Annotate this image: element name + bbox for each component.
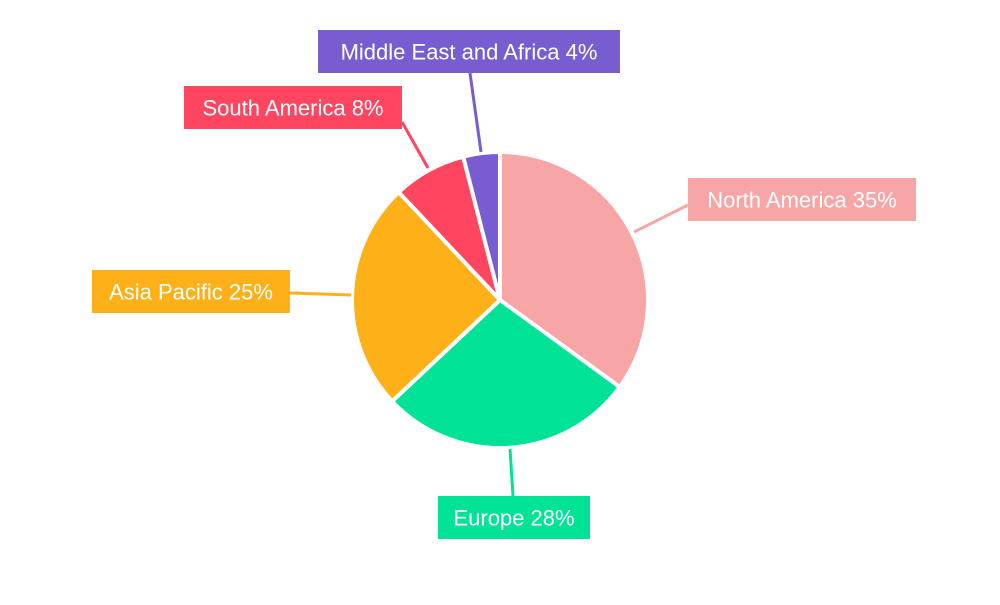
pie-slice-middle-east-and-africa[interactable]	[461, 150, 502, 302]
data-label-text: South America 8%	[203, 96, 384, 121]
data-label-text: Asia Pacific 25%	[109, 280, 273, 305]
data-label: South America 8%	[184, 86, 402, 129]
data-label-text: Europe 28%	[453, 506, 574, 531]
pie-slice-asia-pacific[interactable]	[350, 190, 502, 404]
data-label-text: North America 35%	[707, 188, 897, 213]
leader-line	[633, 203, 689, 234]
data-label-background	[184, 86, 402, 129]
data-label: Middle East and Africa 4%	[318, 30, 620, 73]
data-label-text: Middle East and Africa 4%	[341, 40, 598, 65]
data-label-background	[92, 270, 290, 313]
data-label: Asia Pacific 25%	[92, 270, 290, 313]
pie-slice-north-america[interactable]	[498, 150, 650, 389]
pie-slice-europe[interactable]	[390, 298, 622, 450]
data-label-background	[318, 30, 620, 73]
data-label-background	[438, 496, 590, 539]
data-label: North America 35%	[688, 178, 916, 221]
leader-line	[508, 448, 515, 497]
data-label: Europe 28%	[438, 496, 590, 539]
data-label-background	[688, 178, 916, 221]
leader-line	[289, 291, 352, 297]
leader-line	[400, 121, 430, 169]
leader-line	[468, 72, 483, 153]
